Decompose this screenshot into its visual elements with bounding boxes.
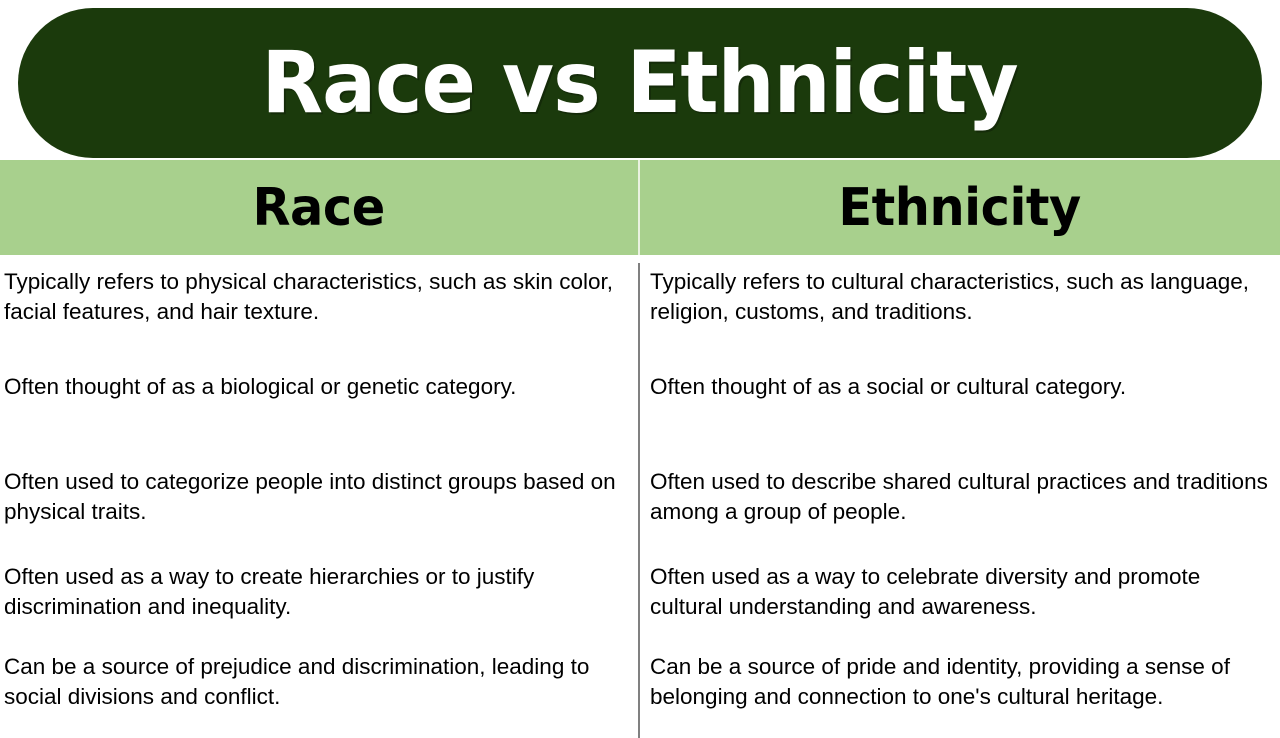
cell-race: Often thought of as a biological or gene…: [0, 368, 640, 463]
column-header-ethnicity: Ethnicity: [640, 160, 1280, 255]
table-row: Often used as a way to create hierarchie…: [0, 558, 1280, 648]
title-banner-area: Race vs Ethnicity: [0, 0, 1280, 160]
column-header-race: Race: [0, 160, 640, 255]
column-header-race-label: Race: [252, 177, 386, 238]
table-row: Typically refers to physical characteris…: [0, 263, 1280, 368]
table-body: Typically refers to physical characteris…: [0, 255, 1280, 738]
title-banner: Race vs Ethnicity: [18, 8, 1262, 158]
table-header-row: Race Ethnicity: [0, 160, 1280, 255]
cell-ethnicity: Often used to describe shared cultural p…: [650, 469, 1268, 524]
cell-race: Typically refers to physical characteris…: [0, 263, 640, 368]
table-row: Often used to categorize people into dis…: [0, 463, 1280, 558]
cell-ethnicity: Often used as a way to celebrate diversi…: [650, 564, 1201, 619]
column-header-ethnicity-label: Ethnicity: [838, 177, 1082, 238]
comparison-table: Race Ethnicity Typically refers to physi…: [0, 160, 1280, 738]
table-row: Often thought of as a biological or gene…: [0, 368, 1280, 463]
cell-race: Often used as a way to create hierarchie…: [0, 558, 640, 648]
table-row: Can be a source of prejudice and discrim…: [0, 648, 1280, 738]
cell-ethnicity: Often thought of as a social or cultural…: [650, 374, 1127, 399]
cell-ethnicity: Can be a source of pride and identity, p…: [650, 654, 1230, 709]
page-title: Race vs Ethnicity: [261, 33, 1019, 133]
cell-ethnicity: Typically refers to cultural characteris…: [650, 269, 1250, 324]
cell-race: Often used to categorize people into dis…: [0, 463, 640, 558]
cell-race: Can be a source of prejudice and discrim…: [0, 648, 640, 738]
